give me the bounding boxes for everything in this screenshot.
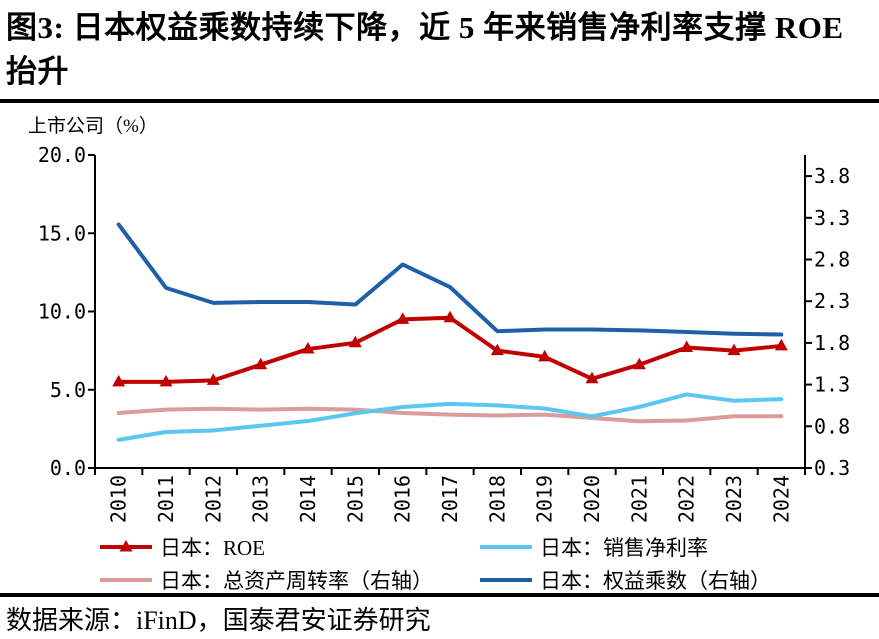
legend-item-2: 日本：总资产周转率（右轴） [100,569,433,593]
series-marker-0 [680,340,694,352]
series-line-3 [116,222,784,337]
series-marker-0 [206,373,220,385]
series-marker-0 [632,357,646,370]
left-axis-tick-label: 10.0 [38,300,86,324]
right-axis-tick-label: 0.3 [814,456,850,480]
right-axis-tick-label: 3.3 [814,206,850,230]
legend-label: 日本：总资产周转率（右轴） [160,569,433,592]
right-axis-tick-label: 1.8 [814,331,850,355]
roe-chart-svg: 上市公司（%） 20.0 15.0 10.0 5.0 0.0 3.8 3.3 2.8 2.3 1.8… [28,115,850,593]
series-marker-0 [159,374,173,387]
chart-area: 上市公司（%） 20.0 15.0 10.0 5.0 0.0 3.8 3.3 2.8 2.3 1.8… [0,105,879,593]
x-axis-year-label: 2014 [296,475,320,523]
legend-label: 日本：销售净利率 [540,536,708,560]
x-axis-year-label: 2020 [580,475,604,523]
series-marker-0 [585,371,599,384]
x-axis-year-label: 2010 [107,475,131,523]
left-axis-tick-label: 5.0 [50,378,86,402]
series-marker-0 [254,357,268,370]
series-marker-0 [538,349,552,362]
right-axis-tick-label: 3.8 [814,164,850,188]
series-marker-0 [112,374,126,387]
series-marker-0 [774,338,788,351]
series-marker-0 [443,310,457,323]
left-axis-tick-label: 15.0 [38,221,86,245]
series-line-1 [116,392,784,442]
data-source-note: 数据来源：iFinD，国泰君安证券研究 [6,606,431,635]
series-marker-0 [348,335,362,348]
x-axis-year-label: 2023 [722,475,746,523]
x-axis-year-label: 2024 [769,475,793,523]
series-marker-0 [396,312,410,324]
legend-label: 日本：ROE [160,536,265,560]
source-divider [0,593,879,597]
x-axis-year-label: 2013 [249,475,273,523]
x-axis-year-label: 2015 [343,475,367,523]
right-axis-tick-label: 0.8 [814,414,850,438]
legend-label: 日本：权益乘数（右轴） [540,569,771,592]
x-axis-year-label: 2016 [391,475,415,523]
x-axis-year-label: 2021 [627,475,651,523]
series-line-2 [116,406,784,424]
x-axis-year-label: 2012 [201,475,225,523]
legend-item-0: 日本：ROE [100,536,265,560]
axis-note-label: 上市公司（%） [28,115,158,137]
right-axis-tick-label: 2.8 [814,248,850,272]
legend-item-3: 日本：权益乘数（右轴） [480,569,771,593]
figure-title: 图3: 日本权益乘数持续下降，近 5 年来销售净利率支撑 ROE 抬升 [6,10,844,90]
x-axis-year-label: 2011 [154,475,178,523]
left-axis-tick-label: 20.0 [38,143,86,167]
right-axis-tick-label: 1.3 [814,373,850,397]
series-marker-0 [727,343,741,356]
x-axis-year-label: 2017 [438,475,462,523]
series-marker-0 [301,342,315,354]
x-axis-year-label: 2018 [485,475,509,523]
series-marker-0 [490,343,504,356]
title-divider [0,99,879,103]
right-axis-tick-label: 2.3 [814,289,850,313]
x-axis-year-label: 2022 [675,475,699,523]
legend-swatch-marker-icon [119,540,133,552]
left-axis-tick-label: 0.0 [50,456,86,480]
legend-item-1: 日本：销售净利率 [480,536,708,560]
x-axis-year-label: 2019 [533,475,557,523]
